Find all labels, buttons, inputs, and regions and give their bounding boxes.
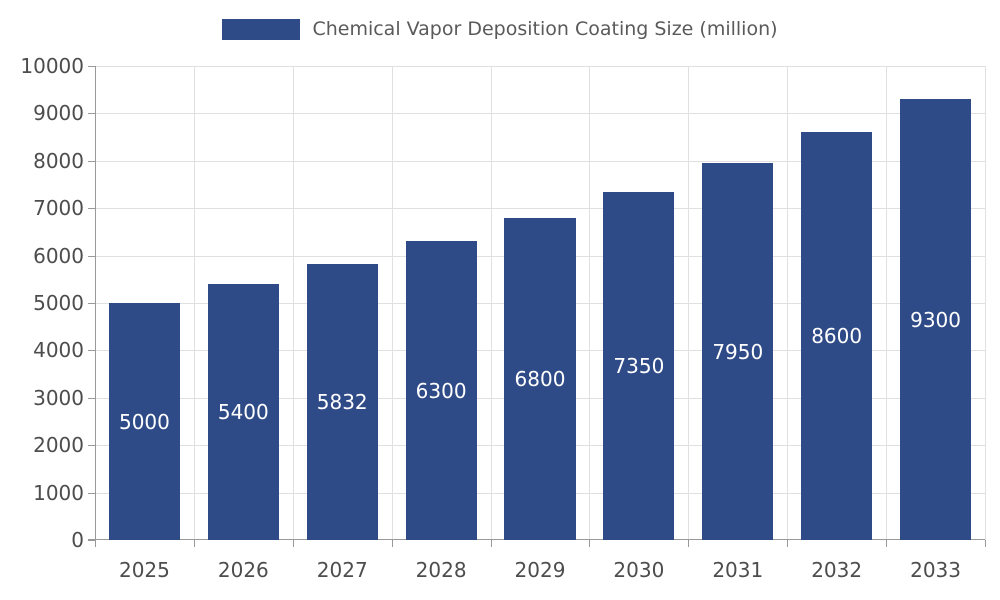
x-axis-tick-label: 2025 — [118, 558, 170, 582]
x-axis-tick — [391, 540, 393, 547]
y-axis-tick-label: 8000 — [33, 148, 84, 173]
x-axis-tick — [589, 540, 591, 547]
bar-value-label: 6800 — [514, 366, 566, 391]
x-axis-tick-label: 2028 — [415, 558, 467, 582]
y-axis-tick-label: 7000 — [33, 196, 84, 221]
y-axis-tick — [88, 303, 95, 304]
bar-value-label: 5400 — [217, 400, 269, 425]
bar: 7950 — [702, 163, 774, 540]
bar: 9300 — [899, 99, 972, 540]
gridline-horizontal — [95, 160, 985, 162]
y-axis-tick-label: 1000 — [33, 480, 84, 505]
bar-value-label: 8600 — [811, 324, 863, 349]
bar-value-label: 7950 — [712, 339, 764, 364]
x-axis-tick-label: 2032 — [811, 558, 863, 582]
bar-value-label: 9300 — [910, 307, 961, 332]
gridline-vertical — [193, 66, 195, 540]
y-axis-line — [95, 66, 96, 540]
x-axis-tick — [193, 540, 195, 547]
gridline-vertical — [886, 66, 888, 540]
x-axis-tick — [787, 540, 789, 547]
x-axis-tick-label: 2030 — [613, 558, 665, 582]
y-axis-tick — [88, 445, 95, 447]
y-axis-tick-label: 4000 — [33, 338, 84, 363]
x-axis-tick — [95, 540, 96, 547]
gridline-vertical — [985, 66, 986, 540]
bar: 5400 — [207, 284, 279, 540]
x-axis-tick-label: 2033 — [910, 558, 961, 582]
y-axis-tick — [88, 66, 95, 67]
gridline-vertical — [490, 66, 492, 540]
plot-area: 5000 5400 5832 6300 6800 7350 7950 8600 9300 — [88, 66, 986, 547]
x-axis-tick-label: 2031 — [712, 558, 764, 582]
gridline-horizontal — [95, 66, 985, 67]
gridline-vertical — [589, 66, 591, 540]
bar: 5832 — [306, 263, 378, 540]
gridline-vertical — [787, 66, 789, 540]
bar-value-label: 7350 — [613, 353, 665, 378]
x-axis-tick — [688, 540, 690, 547]
legend-label: Chemical Vapor Deposition Coating Size (… — [312, 18, 778, 40]
gridline-horizontal — [95, 208, 985, 210]
x-axis-tick — [886, 540, 888, 547]
y-axis-tick — [88, 540, 95, 541]
y-axis-tick — [88, 208, 95, 210]
bar-value-label: 6300 — [415, 378, 467, 403]
bar-value-label: 5000 — [118, 409, 170, 434]
gridline-vertical — [688, 66, 690, 540]
x-axis-tick-label: 2029 — [514, 558, 566, 582]
y-axis-labels: 0 1000 2000 3000 4000 5000 6000 7000 8000 9000 100… — [0, 54, 84, 552]
y-axis-tick-label: 6000 — [33, 243, 84, 268]
y-axis-tick-label: 5000 — [33, 291, 84, 315]
x-axis-tick — [292, 540, 294, 547]
y-axis-tick-label: 9000 — [33, 101, 84, 126]
y-axis-tick — [88, 397, 95, 399]
y-axis-tick — [88, 113, 95, 115]
x-axis-tick-label: 2027 — [316, 558, 368, 582]
bar-value-label: 5832 — [316, 389, 368, 414]
x-axis-tick — [985, 540, 986, 547]
y-axis-tick — [88, 492, 95, 494]
legend-swatch — [222, 18, 301, 40]
y-axis-tick-label: 10000 — [20, 54, 84, 78]
y-axis-tick — [88, 160, 95, 162]
y-axis-tick — [88, 350, 95, 352]
y-axis-tick-label: 0 — [71, 528, 84, 552]
gridline-horizontal — [95, 113, 985, 115]
gridline-vertical — [391, 66, 393, 540]
y-axis-tick — [88, 255, 95, 257]
gridline-vertical — [292, 66, 294, 540]
bar: 5000 — [108, 303, 181, 540]
x-axis-tick — [490, 540, 492, 547]
bar: 7350 — [603, 191, 675, 540]
x-axis-labels: 2025 2026 2027 2028 2029 2030 2031 2032 2033 — [95, 558, 985, 588]
bar: 6300 — [405, 241, 477, 540]
bar: 6800 — [504, 217, 576, 540]
x-axis-tick-label: 2026 — [217, 558, 269, 582]
bar: 8600 — [801, 132, 873, 540]
y-axis-tick-label: 2000 — [33, 433, 84, 458]
legend-item[interactable]: Chemical Vapor Deposition Coating Size (… — [0, 18, 1000, 40]
y-axis-tick-label: 3000 — [33, 385, 84, 410]
